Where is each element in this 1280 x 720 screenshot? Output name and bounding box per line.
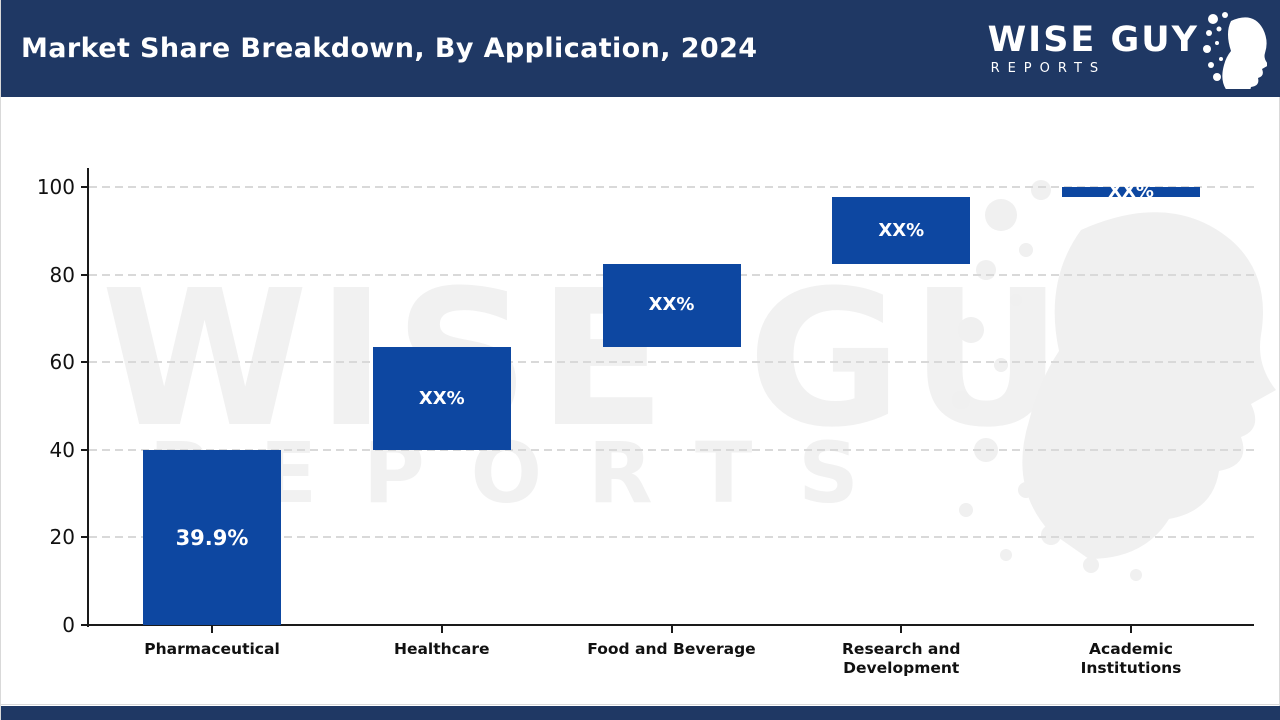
y-tick-label-0: 0	[62, 613, 75, 637]
bar-segment	[832, 197, 971, 265]
y-tick-40	[81, 448, 89, 451]
bar-value-label: XX%	[418, 387, 465, 409]
y-tick-20	[81, 536, 89, 539]
y-tick-100	[81, 186, 89, 188]
y-tick-label-100: 100	[36, 175, 75, 199]
y-tick-label-60: 60	[49, 350, 75, 375]
x-tick	[440, 626, 443, 633]
x-category-label: Academic Institutions	[1016, 640, 1246, 678]
y-tick-80	[81, 273, 89, 276]
gridline-100	[89, 186, 1254, 188]
x-category-label-line: Academic	[1089, 640, 1173, 658]
bar-segment	[602, 264, 741, 347]
x-category-label-line: Institutions	[1080, 659, 1182, 677]
bar-value-label: XX%	[1108, 181, 1154, 203]
x-category-label-line: Research and	[842, 640, 961, 658]
watermark-head-graphic	[952, 180, 1276, 581]
y-tick-label-20: 20	[49, 525, 75, 550]
header-bar: Market Share Breakdown, By Application, …	[1, 0, 1280, 97]
x-category-label: Pharmaceutical	[97, 640, 327, 659]
y-axis-line	[87, 168, 89, 627]
gridline-20	[89, 536, 1254, 539]
y-tick-label-80: 80	[49, 262, 75, 287]
x-category-label-line: Development	[843, 659, 960, 677]
gridline-40	[89, 448, 1254, 451]
gridline-60	[89, 361, 1254, 364]
x-category-label-line: Healthcare	[393, 640, 490, 658]
bar-value-label: 39.9%	[175, 525, 249, 550]
y-tick-60	[81, 361, 89, 364]
x-category-label-line: Food and Beverage	[587, 640, 756, 658]
footer-bar	[1, 706, 1280, 720]
x-tick	[900, 626, 903, 633]
brand-logo-text: WISE GUY REPORTS	[987, 19, 1199, 76]
bar-value-label: XX%	[648, 294, 695, 316]
bar-segment	[1062, 187, 1200, 198]
footer-divider	[1, 704, 1280, 705]
bar-value-label: XX%	[878, 219, 925, 241]
y-tick-label-40: 40	[49, 437, 75, 462]
bar-segment	[372, 346, 511, 451]
x-tick	[670, 626, 673, 633]
x-category-label: Food and Beverage	[557, 640, 787, 659]
brand-logo: WISE GUY REPORTS	[988, 9, 1267, 89]
x-category-label: Research and Development	[786, 640, 1016, 678]
page-title: Market Share Breakdown, By Application, …	[21, 33, 758, 64]
brand-logo-head-icon	[1203, 11, 1267, 89]
brand-logo-line1: WISE GUY	[987, 19, 1199, 60]
brand-logo-line2: REPORTS	[990, 60, 1107, 76]
x-tick	[1130, 626, 1132, 633]
x-category-label-line: Pharmaceutical	[144, 640, 280, 658]
x-tick	[211, 626, 213, 633]
bar-segment	[143, 450, 281, 625]
x-category-label: Healthcare	[327, 640, 557, 659]
x-axis-line	[81, 624, 1254, 626]
